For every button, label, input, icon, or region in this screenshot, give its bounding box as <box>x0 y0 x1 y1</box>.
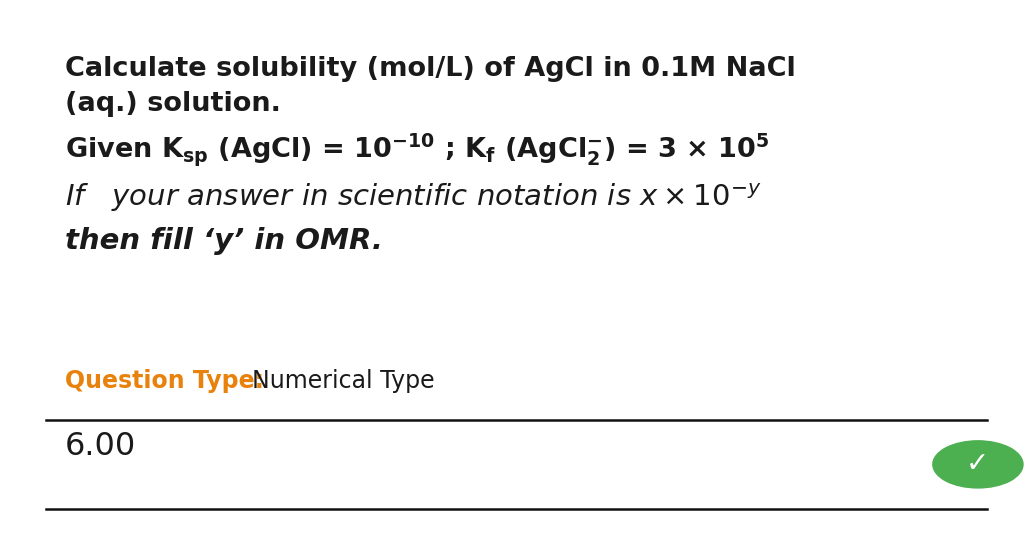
Text: Numerical Type: Numerical Type <box>252 369 434 393</box>
Text: Calculate solubility (mol/L) of AgCl in 0.1M NaCl: Calculate solubility (mol/L) of AgCl in … <box>65 56 796 82</box>
Text: Question Type:: Question Type: <box>65 369 263 393</box>
Text: Given $\mathbf{K_{sp}}$ (AgCl) = $\mathbf{10^{-10}}$ ; $\mathbf{K_f}$ ($\mathbf{: Given $\mathbf{K_{sp}}$ (AgCl) = $\mathb… <box>65 131 769 168</box>
Circle shape <box>933 441 1023 488</box>
Text: (aq.) solution.: (aq.) solution. <box>65 91 281 117</box>
Text: 6.00: 6.00 <box>65 431 136 462</box>
Text: $\bf\it{If}$   $\bf\it{your\ answer\ in\ scientific\ notation\ is\ x \times 10^{: $\bf\it{If}$ $\bf\it{your\ answer\ in\ s… <box>65 182 761 215</box>
Text: ✓: ✓ <box>967 450 989 478</box>
Text: then fill ‘y’ in OMR.: then fill ‘y’ in OMR. <box>65 227 383 255</box>
